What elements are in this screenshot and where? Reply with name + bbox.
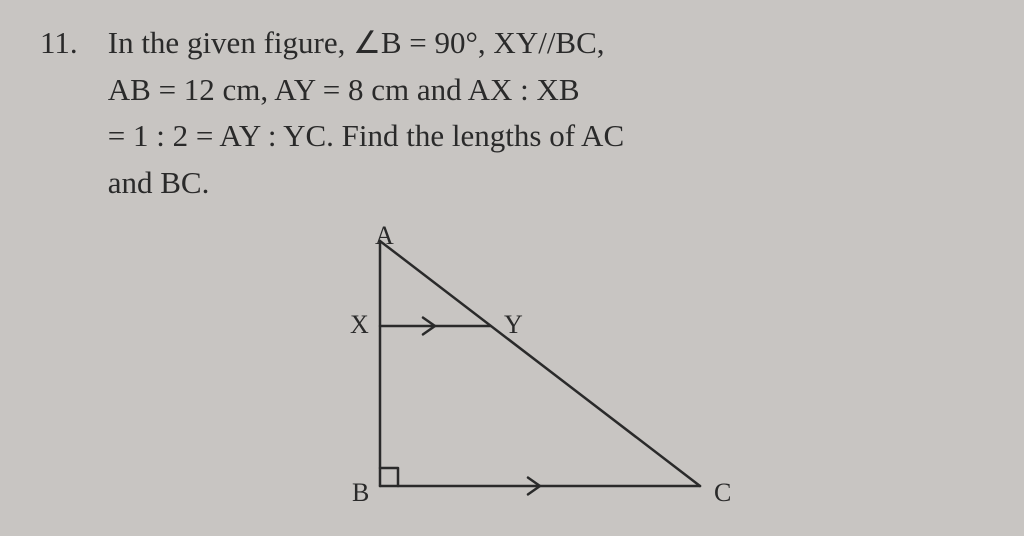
vertex-label-c: C <box>714 478 731 508</box>
question-number: 11. <box>40 20 100 67</box>
vertex-label-y: Y <box>504 310 523 340</box>
question-line-3: = 1 : 2 = AY : YC. Find the lengths of A… <box>108 118 624 153</box>
figure-container: A B C X Y <box>280 216 780 516</box>
question-text: 11. In the given figure, ∠B = 90°, XY//B… <box>40 20 984 206</box>
vertex-label-a: A <box>375 221 394 251</box>
page-container: 11. In the given figure, ∠B = 90°, XY//B… <box>0 0 1024 536</box>
vertex-label-b: B <box>352 478 369 508</box>
question-line-4: and BC. <box>108 165 210 200</box>
geometry-diagram <box>280 216 780 516</box>
vertex-label-x: X <box>350 310 369 340</box>
question-body: In the given figure, ∠B = 90°, XY//BC, A… <box>108 20 968 206</box>
question-line-1: In the given figure, ∠B = 90°, XY//BC, <box>108 25 605 60</box>
question-line-2: AB = 12 cm, AY = 8 cm and AX : XB <box>108 72 580 107</box>
